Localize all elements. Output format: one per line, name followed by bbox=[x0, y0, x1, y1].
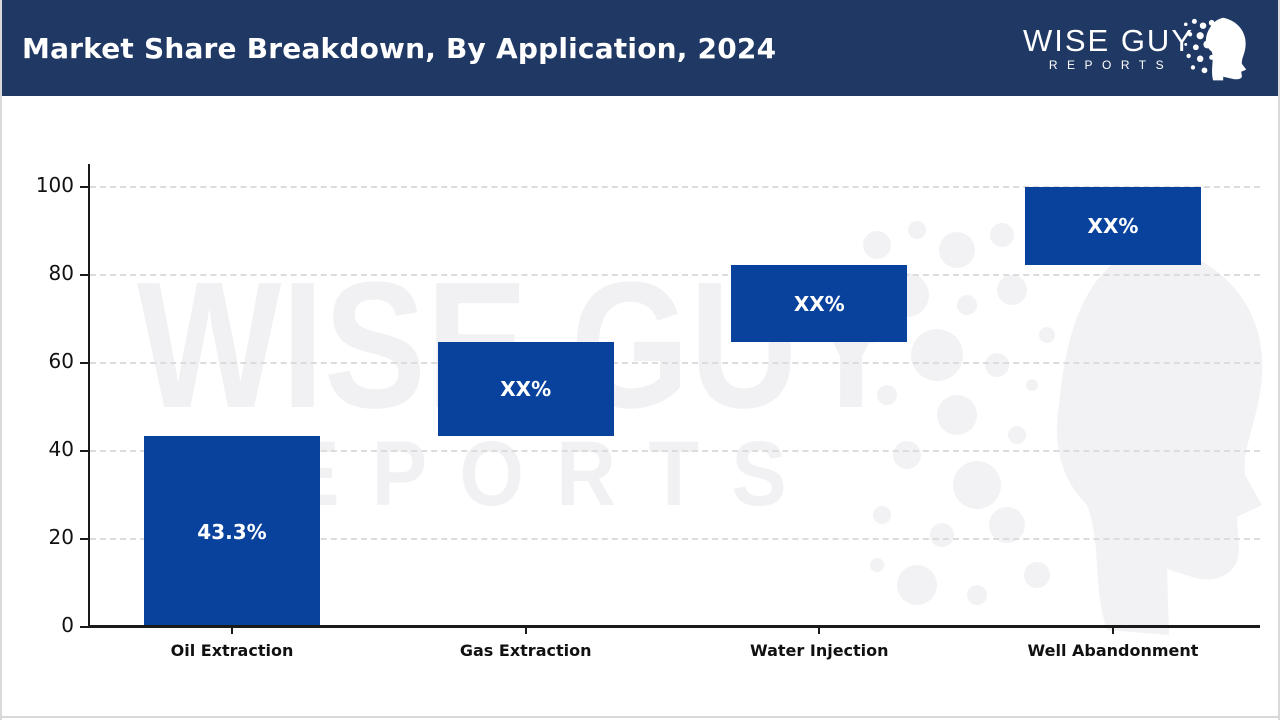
logo-wordmark: WISE GUY bbox=[1022, 23, 1194, 58]
gridline bbox=[90, 186, 1260, 188]
logo: WISE GUY REPORTS bbox=[1023, 8, 1252, 88]
header: Market Share Breakdown, By Application, … bbox=[2, 0, 1278, 96]
bar: XX% bbox=[731, 265, 908, 342]
y-tick bbox=[80, 362, 88, 364]
x-tick bbox=[524, 628, 527, 634]
gridline bbox=[90, 362, 1260, 364]
bar: 43.3% bbox=[144, 436, 320, 627]
bar-value-label: XX% bbox=[500, 377, 552, 402]
x-tick-label: Well Abandonment bbox=[1027, 641, 1199, 660]
y-tick-label: 80 bbox=[48, 261, 74, 285]
gridline bbox=[90, 274, 1260, 276]
y-tick-label: 40 bbox=[48, 437, 74, 461]
bar-value-label: 43.3% bbox=[197, 519, 267, 544]
bottom-rule bbox=[2, 716, 1278, 718]
x-tick bbox=[231, 628, 233, 634]
y-tick bbox=[80, 538, 88, 540]
y-tick bbox=[80, 450, 88, 452]
logo-text: WISE GUY REPORTS bbox=[1023, 25, 1194, 71]
bar: XX% bbox=[1025, 187, 1201, 266]
x-tick-label: Oil Extraction bbox=[170, 641, 294, 660]
y-tick bbox=[80, 626, 88, 628]
y-tick bbox=[80, 274, 88, 276]
page-title: Market Share Breakdown, By Application, … bbox=[22, 31, 777, 65]
bar-value-label: XX% bbox=[1087, 214, 1139, 239]
y-tick-label: 100 bbox=[35, 173, 74, 197]
y-tick-label: 20 bbox=[48, 525, 74, 549]
x-tick-label: Water Injection bbox=[750, 641, 889, 660]
bar-value-label: XX% bbox=[793, 291, 845, 316]
logo-subtitle: REPORTS bbox=[1048, 58, 1174, 72]
x-tick-label: Gas Extraction bbox=[459, 641, 592, 660]
x-tick bbox=[1112, 628, 1114, 634]
y-tick-label: 60 bbox=[48, 349, 74, 373]
y-axis-line bbox=[88, 164, 90, 628]
gridline bbox=[90, 450, 1260, 452]
gridline bbox=[90, 538, 1260, 540]
y-tick bbox=[80, 186, 88, 188]
head-profile-dots-watermark bbox=[863, 221, 1263, 635]
bar: XX% bbox=[437, 341, 614, 437]
y-tick-label: 0 bbox=[61, 613, 74, 637]
x-axis-line bbox=[88, 625, 1260, 628]
x-tick bbox=[818, 628, 821, 634]
head-profile-dots-icon bbox=[1183, 17, 1247, 81]
